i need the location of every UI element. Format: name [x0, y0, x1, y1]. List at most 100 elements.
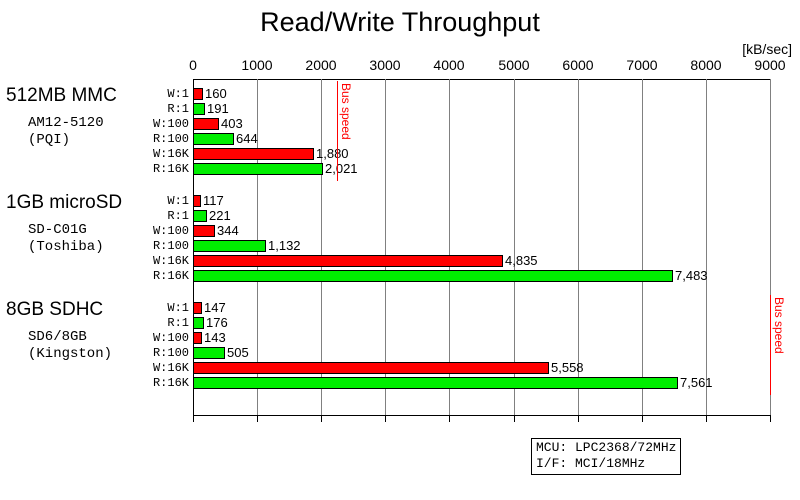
bar-write [193, 255, 503, 267]
bar-row-label: R:100 [152, 239, 189, 253]
group-vendor-2: (Toshiba) [28, 239, 104, 255]
bar-row-label: W:100 [152, 331, 189, 345]
x-axis-tick-label: 5000 [498, 57, 530, 73]
bar-write [193, 225, 215, 237]
bar-row-label: W:16K [152, 254, 189, 268]
bar-row-label: W:100 [152, 224, 189, 238]
x-axis-tick-mark [449, 416, 450, 422]
gridline [642, 79, 643, 415]
bar-value-label: 4,835 [505, 253, 538, 268]
bar-row-label: R:16K [152, 269, 189, 283]
bar-row-label: R:1 [167, 102, 189, 116]
bar-value-label: 1,880 [316, 146, 349, 161]
x-axis-tick-mark [578, 416, 579, 422]
bar-value-label: 117 [203, 193, 224, 208]
bar-row-label: W:16K [152, 147, 189, 161]
bar-read [193, 103, 205, 115]
gridline [706, 79, 707, 415]
bar-read [193, 377, 678, 389]
gridline [449, 79, 450, 415]
bus-speed-label: Bus speed [772, 297, 786, 354]
unit-label: [kB/sec] [742, 41, 792, 57]
x-axis-tick-label: 1000 [241, 57, 273, 73]
chart-title: Read/Write Throughput [260, 7, 540, 37]
bar-row-label: W:16K [152, 361, 189, 375]
bus-speed-line [337, 81, 338, 181]
bar-write [193, 148, 314, 160]
bar-value-label: 2,021 [325, 161, 358, 176]
bar-value-label: 147 [204, 300, 226, 315]
group-title-2: 1GB microSD [6, 192, 123, 213]
x-axis-tick-mark [193, 416, 194, 422]
x-axis-tick-label: 6000 [562, 57, 594, 73]
bar-value-label: 505 [227, 345, 249, 360]
group-model-1: AM12-5120 [28, 115, 104, 131]
x-axis-tick-label: 2000 [305, 57, 337, 73]
x-axis-tick-mark [257, 416, 258, 422]
bar-value-label: 344 [217, 223, 239, 238]
x-axis-tick-mark [321, 416, 322, 422]
bar-row-label: R:16K [152, 376, 189, 390]
bar-row-label: R:100 [152, 346, 189, 360]
gridline [385, 79, 386, 415]
x-axis-tick-mark [385, 416, 386, 422]
bar-row-label: R:1 [167, 209, 189, 223]
group-title-1: 512MB MMC [6, 85, 117, 106]
bar-row-label: W:1 [167, 194, 189, 208]
x-axis-tick-mark [514, 416, 515, 422]
info-box: MCU: LPC2368/72MHz I/F: MCI/18MHz [531, 438, 682, 475]
bar-write [193, 362, 549, 374]
bar-row-label: R:1 [167, 316, 189, 330]
bar-read [193, 133, 234, 145]
bar-row-label: W:1 [167, 87, 189, 101]
bar-read [193, 240, 266, 252]
bus-speed-line [770, 295, 771, 395]
group-model-3: SD6/8GB [28, 329, 87, 345]
gridline [770, 79, 771, 415]
bar-read [193, 163, 323, 175]
x-axis-tick-label: 0 [189, 57, 197, 73]
bar-value-label: 160 [205, 86, 227, 101]
bus-speed-label: Bus speed [339, 83, 353, 140]
x-axis-tick-mark [706, 416, 707, 422]
bar-write [193, 332, 202, 344]
bar-value-label: 5,558 [551, 360, 584, 375]
gridline [578, 79, 579, 415]
bar-row-label: W:100 [152, 117, 189, 131]
bar-value-label: 176 [206, 315, 228, 330]
bar-value-label: 7,483 [675, 268, 708, 283]
bar-value-label: 644 [236, 131, 258, 146]
group-title-3: 8GB SDHC [6, 299, 104, 320]
bar-write [193, 88, 203, 100]
bar-value-label: 143 [204, 330, 226, 345]
axis-top-line [193, 79, 771, 80]
group-model-2: SD-C01G [28, 222, 87, 238]
bar-value-label: 403 [221, 116, 243, 131]
bar-value-label: 191 [207, 101, 229, 116]
group-vendor-1: (PQI) [28, 132, 71, 148]
bar-value-label: 7,561 [680, 375, 713, 390]
bar-read [193, 210, 207, 222]
gridline [321, 79, 322, 415]
axis-bottom-line [193, 415, 771, 416]
x-axis-tick-label: 3000 [369, 57, 401, 73]
x-axis-tick-mark [642, 416, 643, 422]
bar-write [193, 118, 219, 130]
bar-row-label: W:1 [167, 301, 189, 315]
bar-read [193, 347, 225, 359]
gridline [514, 79, 515, 415]
bar-row-label: R:16K [152, 162, 189, 176]
x-axis-tick-label: 8000 [690, 57, 722, 73]
bar-write [193, 302, 202, 314]
info-box-line-1: MCU: LPC2368/72MHz [536, 440, 677, 455]
info-box-line-2: I/F: MCI/18MHz [536, 456, 646, 471]
bar-write [193, 195, 201, 207]
bar-row-label: R:100 [152, 132, 189, 146]
bar-read [193, 270, 673, 282]
group-vendor-3: (Kingston) [28, 346, 113, 362]
x-axis-tick-label: 4000 [433, 57, 465, 73]
x-axis-tick-label: 7000 [626, 57, 658, 73]
bar-value-label: 221 [209, 208, 231, 223]
bar-read [193, 317, 204, 329]
